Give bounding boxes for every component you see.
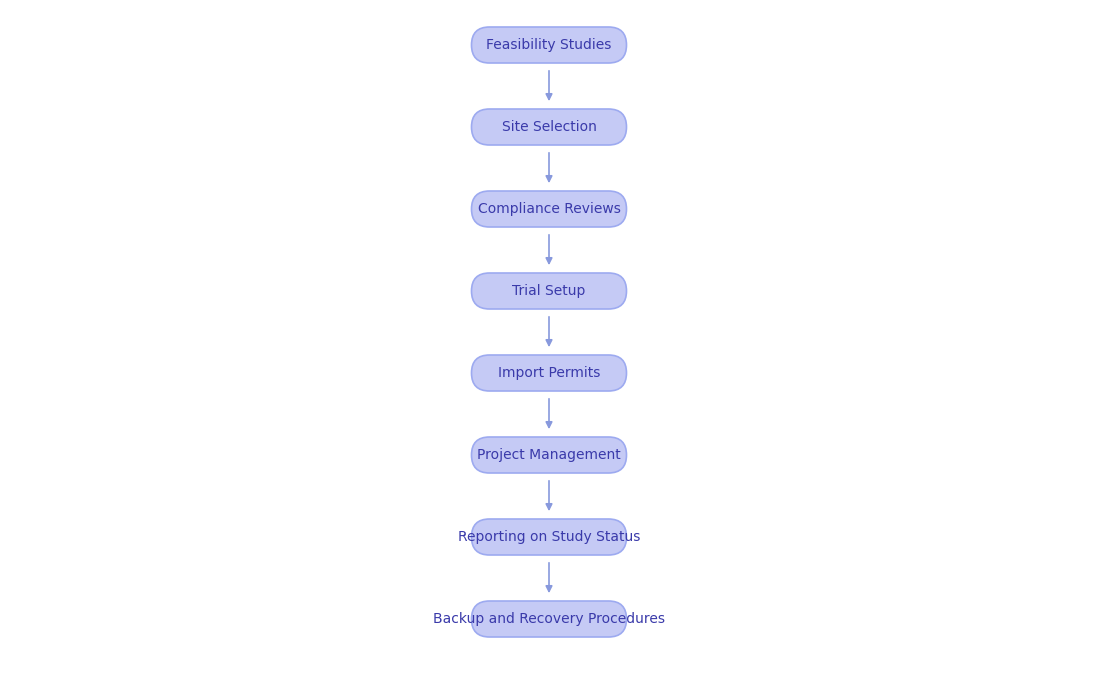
Text: Reporting on Study Status: Reporting on Study Status [458, 530, 641, 544]
FancyBboxPatch shape [472, 519, 626, 555]
Text: Import Permits: Import Permits [497, 366, 600, 380]
FancyBboxPatch shape [472, 109, 626, 145]
FancyBboxPatch shape [472, 27, 626, 63]
FancyBboxPatch shape [472, 601, 626, 637]
FancyBboxPatch shape [472, 273, 626, 309]
Text: Project Management: Project Management [477, 448, 620, 462]
Text: Feasibility Studies: Feasibility Studies [486, 38, 612, 52]
FancyBboxPatch shape [472, 355, 626, 391]
Text: Site Selection: Site Selection [502, 120, 597, 134]
Text: Backup and Recovery Procedures: Backup and Recovery Procedures [433, 612, 665, 626]
FancyBboxPatch shape [472, 191, 626, 227]
Text: Trial Setup: Trial Setup [512, 284, 586, 298]
FancyBboxPatch shape [472, 437, 626, 473]
Text: Compliance Reviews: Compliance Reviews [477, 202, 620, 216]
